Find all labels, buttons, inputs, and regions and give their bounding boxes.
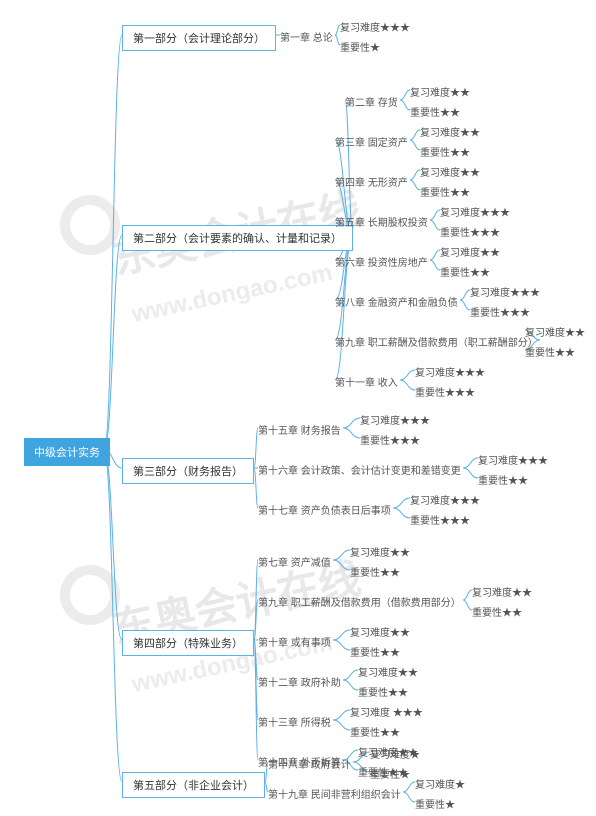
metric-leaf: 复习难度★★: [440, 244, 500, 259]
metric-leaf: 复习难度★★: [525, 324, 585, 339]
chapter-node: 第十八章 政府会计: [268, 756, 351, 771]
metric-leaf: 重要性★★: [410, 104, 460, 119]
metric-leaf: 复习难度★: [415, 776, 465, 791]
chapter-node: 第八章 金融资产和金融负债: [335, 294, 458, 309]
metric-leaf: 复习难度★★: [420, 164, 480, 179]
metric-leaf: 复习难度★★: [410, 84, 470, 99]
part-node: 第一部分（会计理论部分）: [122, 25, 276, 51]
metric-leaf: 重要性★★: [472, 604, 522, 619]
chapter-node: 第二章 存货: [345, 94, 398, 109]
metric-leaf: 重要性★★: [525, 344, 575, 359]
part-node: 第五部分（非企业会计）: [122, 772, 265, 798]
metric-leaf: 复习难度★★★: [360, 412, 430, 427]
metric-leaf: 重要性★★: [350, 564, 400, 579]
chapter-node: 第四章 无形资产: [335, 174, 408, 189]
chapter-node: 第三章 固定资产: [335, 134, 408, 149]
metric-leaf: 重要性★★: [420, 144, 470, 159]
part-node: 第四部分（特殊业务）: [122, 630, 254, 656]
metric-leaf: 复习难度★★: [420, 124, 480, 139]
metric-leaf: 重要性★★: [440, 264, 490, 279]
chapter-node: 第十二章 政府补助: [258, 674, 341, 689]
metric-leaf: 重要性★★★: [440, 224, 500, 239]
metric-leaf: 重要性★★: [350, 644, 400, 659]
chapter-node: 第十五章 财务报告: [258, 422, 341, 437]
chapter-node: 第十七章 资产负债表日后事项: [258, 502, 391, 517]
chapter-node: 第十章 或有事项: [258, 634, 331, 649]
metric-leaf: 重要性★★: [350, 724, 400, 739]
metric-leaf: 复习难度★★★: [440, 204, 510, 219]
chapter-node: 第五章 长期股权投资: [335, 214, 428, 229]
metric-leaf: 复习难度 ★★★: [350, 704, 423, 719]
mindmap-canvas: 中级会计实务第一部分（会计理论部分）第一章 总论复习难度★★★重要性★第二部分（…: [0, 0, 596, 816]
metric-leaf: 重要性★★★: [410, 512, 470, 527]
metric-leaf: 重要性★: [370, 766, 410, 781]
chapter-node: 第九章 职工薪酬及借款费用（职工薪酬部分）: [335, 334, 538, 349]
root-node: 中级会计实务: [24, 438, 110, 466]
metric-leaf: 重要性★★: [358, 684, 408, 699]
metric-leaf: 重要性★★: [478, 472, 528, 487]
chapter-node: 第十六章 会计政策、会计估计变更和差错变更: [258, 462, 461, 477]
metric-leaf: 复习难度★★: [358, 664, 418, 679]
metric-leaf: 重要性★★★: [360, 432, 420, 447]
part-node: 第三部分（财务报告）: [122, 458, 254, 484]
chapter-node: 第七章 资产减值: [258, 554, 331, 569]
chapter-node: 第六章 投资性房地产: [335, 254, 428, 269]
chapter-node: 第一章 总论: [280, 29, 333, 44]
chapter-node: 第十九章 民间非营利组织会计: [268, 786, 401, 801]
chapter-node: 第十三章 所得税: [258, 714, 331, 729]
metric-leaf: 复习难度★★: [350, 544, 410, 559]
metric-leaf: 重要性★★★: [415, 384, 475, 399]
metric-leaf: 复习难度★★★: [410, 492, 480, 507]
chapter-node: 第九章 职工薪酬及借款费用（借款费用部分）: [258, 594, 461, 609]
metric-leaf: 复习难度★★★: [470, 284, 540, 299]
part-node: 第二部分（会计要素的确认、计量和记录）: [122, 225, 353, 251]
metric-leaf: 复习难度★★: [472, 584, 532, 599]
metric-leaf: 重要性★: [415, 796, 455, 811]
metric-leaf: 复习难度★★★: [340, 19, 410, 34]
metric-leaf: 复习难度★★: [350, 624, 410, 639]
metric-leaf: 复习难度★: [370, 746, 420, 761]
metric-leaf: 重要性★★★: [470, 304, 530, 319]
metric-leaf: 重要性★★: [420, 184, 470, 199]
metric-leaf: 复习难度★★★: [478, 452, 548, 467]
chapter-node: 第十一章 收入: [335, 374, 398, 389]
metric-leaf: 复习难度★★★: [415, 364, 485, 379]
metric-leaf: 重要性★: [340, 39, 380, 54]
